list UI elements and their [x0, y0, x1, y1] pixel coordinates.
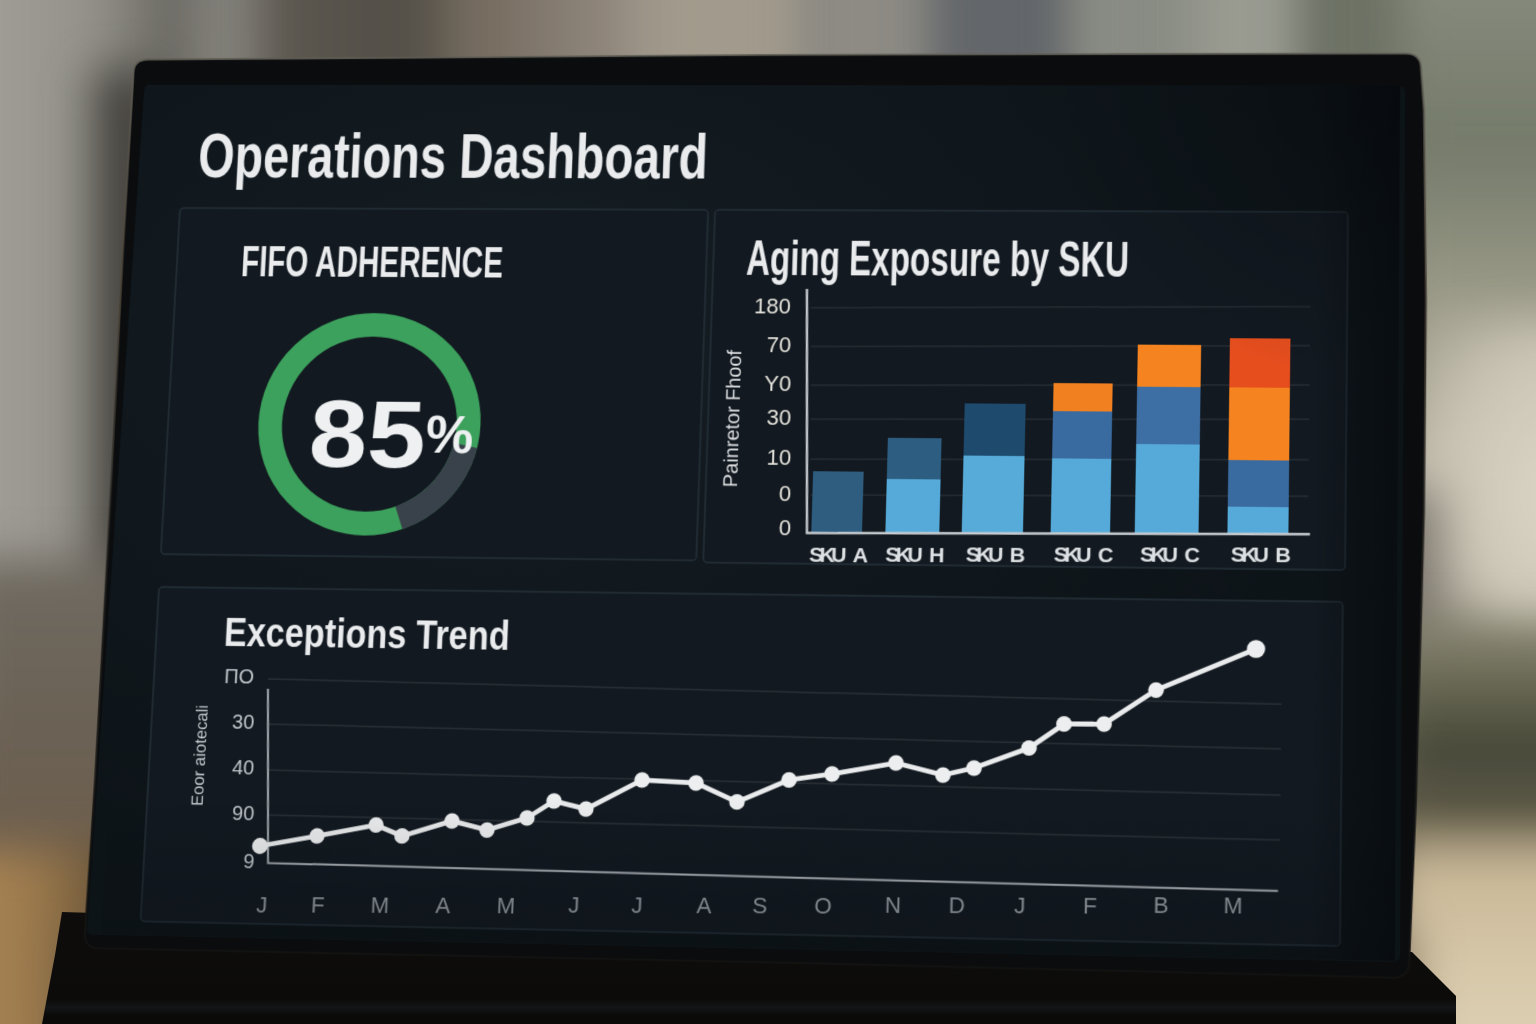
svg-text:SKU: SKU [885, 544, 923, 568]
svg-text:C: C [1184, 544, 1200, 568]
svg-text:85: 85 [307, 382, 429, 489]
svg-text:0: 0 [778, 482, 791, 506]
svg-text:180: 180 [754, 295, 791, 319]
svg-text:0: 0 [778, 516, 791, 540]
svg-text:Exceptions Trend: Exceptions Trend [223, 610, 511, 659]
svg-text:F: F [1083, 894, 1097, 919]
svg-text:A: A [852, 544, 868, 567]
svg-text:J: J [1014, 894, 1026, 919]
svg-text:30: 30 [766, 406, 791, 430]
svg-text:FIFO ADHERENCE: FIFO ADHERENCE [240, 238, 504, 288]
svg-text:SKU: SKU [1054, 544, 1092, 568]
svg-text:B: B [1275, 544, 1291, 568]
svg-text:B: B [1009, 544, 1025, 568]
svg-text:40: 40 [232, 758, 255, 781]
svg-text:C: C [1098, 544, 1114, 568]
svg-text:70: 70 [766, 334, 791, 358]
svg-text:Operations Dashboard: Operations Dashboard [196, 122, 709, 193]
svg-text:SKU: SKU [1231, 543, 1270, 567]
svg-text:Eoor aiotecali: Eoor aiotecali [189, 705, 212, 806]
svg-text:Painretor Fhoof: Painretor Fhoof [720, 349, 747, 487]
svg-text:ΠO: ΠO [224, 667, 255, 690]
svg-text:SKU: SKU [809, 544, 847, 568]
svg-text:H: H [929, 544, 945, 567]
svg-text:SKU: SKU [966, 544, 1004, 568]
svg-text:Y0: Y0 [764, 372, 792, 396]
svg-text:30: 30 [232, 712, 255, 735]
svg-text:SKU: SKU [1140, 543, 1178, 567]
svg-text:M: M [1223, 893, 1243, 919]
svg-text:10: 10 [766, 446, 791, 470]
svg-text:%: % [425, 404, 475, 465]
